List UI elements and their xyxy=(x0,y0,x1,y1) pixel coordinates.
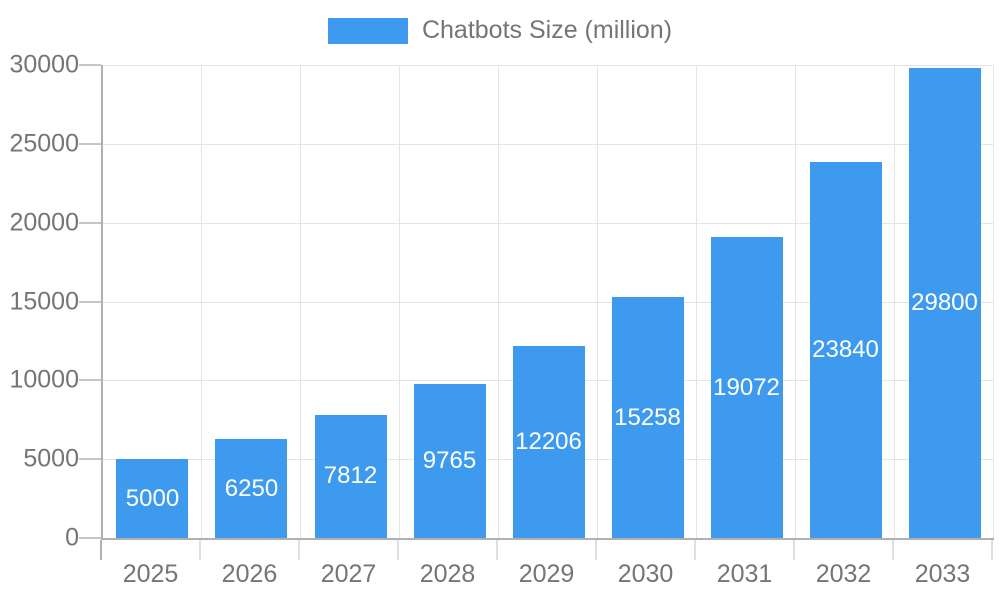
y-axis-tick-label: 25000 xyxy=(9,129,79,158)
x-axis-tick-label: 2027 xyxy=(320,560,377,588)
bar-value-label: 9765 xyxy=(422,447,477,475)
y-axis-tick xyxy=(79,379,101,382)
v-gridline xyxy=(993,65,994,538)
x-boundary-tick xyxy=(495,540,498,560)
v-gridline xyxy=(497,65,499,538)
x-boundary-tick xyxy=(297,540,300,560)
x-axis-tick-label: 2032 xyxy=(815,560,872,588)
legend[interactable]: Chatbots Size (million) xyxy=(0,16,1000,45)
x-axis-tick-label: 2026 xyxy=(221,560,278,588)
bar-2026[interactable]: 6250 xyxy=(215,439,288,538)
v-gridline xyxy=(299,65,301,538)
y-axis-tick-label: 15000 xyxy=(9,287,79,315)
bar-value-label: 15258 xyxy=(614,403,681,431)
x-axis-tick-label: 2033 xyxy=(914,560,971,588)
y-axis-tick-label: 20000 xyxy=(9,208,79,237)
bar-value-label: 6250 xyxy=(224,474,279,502)
y-axis-tick-label: 5000 xyxy=(23,444,79,473)
v-gridline xyxy=(200,65,202,538)
bar-value-label: 7812 xyxy=(323,462,378,490)
v-gridline xyxy=(795,65,796,538)
x-axis-tick-label: 2029 xyxy=(518,560,575,588)
y-axis-tick xyxy=(79,300,101,303)
h-gridline xyxy=(103,301,994,303)
bar-value-label: 29800 xyxy=(911,289,978,317)
legend-label: Chatbots Size (million) xyxy=(421,16,673,44)
x-axis-tick-label: 2030 xyxy=(617,560,674,588)
v-gridline xyxy=(893,65,895,538)
bar-2030[interactable]: 15258 xyxy=(611,297,684,538)
h-gridline xyxy=(103,222,994,224)
y-axis-tick-label: 0 xyxy=(65,523,79,552)
plot-area: 5000 6250 7812 9765 12206 15258 19072 23840 2980… xyxy=(79,64,994,540)
x-boundary-tick xyxy=(198,540,201,560)
y-axis-tick-label: 30000 xyxy=(9,50,79,79)
v-gridline xyxy=(398,65,400,538)
y-axis-tick xyxy=(79,537,101,539)
bar-2031[interactable]: 19072 xyxy=(710,237,783,538)
x-axis-tick-label: 2031 xyxy=(716,560,773,588)
x-boundary-tick xyxy=(793,540,795,560)
y-axis-tick xyxy=(79,142,101,145)
h-gridline xyxy=(103,143,994,145)
bar-2032[interactable]: 23840 xyxy=(809,162,882,538)
bar-value-label: 12206 xyxy=(515,427,582,455)
x-axis-tick-label: 2028 xyxy=(419,560,476,588)
bar-value-label: 5000 xyxy=(125,484,180,512)
bar-2033[interactable]: 29800 xyxy=(908,68,981,538)
x-boundary-tick xyxy=(693,540,696,560)
x-boundary-tick xyxy=(991,540,993,560)
legend-swatch xyxy=(327,17,408,44)
x-axis-tick-label: 2025 xyxy=(122,560,179,588)
y-axis-labels: 0 5000 10000 15000 20000 25000 30000 xyxy=(0,51,79,552)
x-boundary-tick xyxy=(595,540,597,560)
v-gridline xyxy=(695,65,697,538)
bar-2025[interactable]: 5000 xyxy=(116,459,189,538)
y-axis-tick xyxy=(79,458,101,461)
y-axis-tick xyxy=(79,221,101,224)
x-axis-labels: 2025 2026 2027 2028 2029 2030 2031 2032 2033 xyxy=(100,540,993,595)
y-axis-tick-label: 10000 xyxy=(9,365,79,394)
bar-2028[interactable]: 9765 xyxy=(413,384,486,538)
x-boundary-tick xyxy=(891,540,894,560)
v-gridline xyxy=(597,65,598,538)
bar-2027[interactable]: 7812 xyxy=(314,414,387,538)
bar-2029[interactable]: 12206 xyxy=(512,345,585,538)
h-gridline xyxy=(103,65,994,66)
bar-value-label: 19072 xyxy=(713,373,780,401)
y-axis-extension-tick xyxy=(100,540,102,560)
y-axis-tick xyxy=(79,64,101,66)
bar-value-label: 23840 xyxy=(812,336,879,364)
x-boundary-tick xyxy=(396,540,399,560)
